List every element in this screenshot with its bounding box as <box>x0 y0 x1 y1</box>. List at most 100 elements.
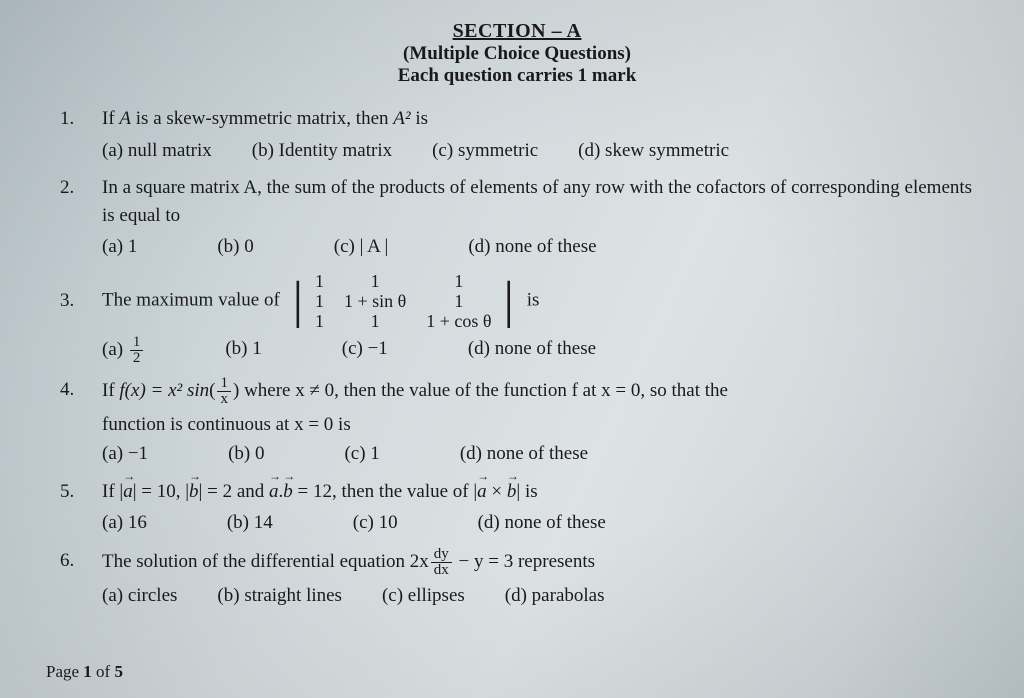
question-5: 5. If |a| = 10, |b| = 2 and a.b = 12, th… <box>60 478 974 506</box>
section-subtitle-1: (Multiple Choice Questions) <box>60 43 974 65</box>
stem-text: where x ≠ 0, then the value of the funct… <box>244 380 728 401</box>
question-stem: If A is a skew-symmetric matrix, then A²… <box>102 105 974 133</box>
question-stem: The maximum value of | 111 11 + sin θ1 1… <box>102 271 974 331</box>
question-number: 5. <box>60 478 102 506</box>
matrix-cell: 1 + sin θ <box>334 291 416 311</box>
questions-block: 1. If A is a skew-symmetric matrix, then… <box>60 105 974 609</box>
option-a: (a) null matrix <box>102 137 212 165</box>
stem-text: | = 2 and <box>199 481 269 502</box>
matrix-cell: 1 <box>416 291 501 311</box>
question-5-options: (a) 16 (b) 14 (c) 10 (d) none of these <box>102 509 974 537</box>
option-c: (c) ellipses <box>382 582 465 610</box>
matrix-cell: 1 <box>334 311 416 331</box>
section-subtitle-2: Each question carries 1 mark <box>60 65 974 87</box>
option-b: (b) Identity matrix <box>252 137 392 165</box>
matrix-cell: 1 <box>334 271 416 291</box>
option-a: (a) 1 <box>102 233 137 261</box>
option-b: (b) 14 <box>227 509 273 537</box>
question-4-stem-line2: function is continuous at x = 0 is <box>102 411 974 439</box>
question-stem: The solution of the differential equatio… <box>102 547 974 578</box>
option-d: (d) none of these <box>468 335 596 366</box>
option-c: (c) 1 <box>344 440 379 468</box>
math-symbol: A² <box>393 108 410 129</box>
vector-b: b <box>283 478 293 506</box>
question-4: 4. If f(x) = x² sin(1x) where x ≠ 0, the… <box>60 376 974 407</box>
fraction: 1x <box>217 376 231 407</box>
question-3: 3. The maximum value of | 111 11 + sin θ… <box>60 271 974 331</box>
question-2-options: (a) 1 (b) 0 (c) | A | (d) none of these <box>102 233 974 261</box>
matrix-table: 111 11 + sin θ1 111 + cos θ <box>305 271 502 331</box>
option-b: (b) 0 <box>228 440 264 468</box>
option-d: (d) skew symmetric <box>578 137 729 165</box>
option-d: (d) none of these <box>460 440 588 468</box>
stem-text: The maximum value of <box>102 289 285 310</box>
option-c: (c) 10 <box>353 509 398 537</box>
fraction-den: x <box>217 392 231 407</box>
option-d: (d) parabolas <box>505 582 605 610</box>
footer-page-total: 5 <box>114 662 123 681</box>
option-label: (a) <box>102 339 128 360</box>
option-c: (c) symmetric <box>432 137 538 165</box>
option-b: (b) 0 <box>217 233 253 261</box>
option-d: (d) none of these <box>468 233 596 261</box>
stem-text: is <box>527 289 540 310</box>
option-a: (a) 16 <box>102 509 147 537</box>
page-footer: Page 1 of 5 <box>46 662 123 682</box>
matrix-cell: 1 <box>416 271 501 291</box>
vector-a: a <box>477 478 487 506</box>
footer-page-current: 1 <box>83 662 92 681</box>
question-2: 2. In a square matrix A, the sum of the … <box>60 174 974 229</box>
option-c: (c) | A | <box>334 233 389 261</box>
option-b: (b) 1 <box>225 335 261 366</box>
stem-text: If <box>102 108 119 129</box>
question-6: 6. The solution of the differential equa… <box>60 547 974 578</box>
stem-text: is <box>411 108 428 129</box>
vector-a: a <box>269 478 279 506</box>
option-d: (d) none of these <box>478 509 606 537</box>
question-1-options: (a) null matrix (b) Identity matrix (c) … <box>102 137 974 165</box>
fraction-num: dy <box>431 547 452 563</box>
stem-text: If | <box>102 481 123 502</box>
option-a: (a) 12 <box>102 335 145 366</box>
question-6-options: (a) circles (b) straight lines (c) ellip… <box>102 582 974 610</box>
question-number: 2. <box>60 174 102 229</box>
matrix-bar-right: | <box>502 275 516 327</box>
stem-text: | = 10, | <box>133 481 189 502</box>
fraction-num: 1 <box>130 335 144 351</box>
section-title: SECTION – A <box>60 20 974 43</box>
paren-close: ) <box>233 380 239 401</box>
math-expr: f(x) = x² sin <box>119 380 209 401</box>
math-symbol: A <box>119 108 131 129</box>
exam-header: SECTION – A (Multiple Choice Questions) … <box>60 20 974 87</box>
stem-text: The solution of the differential equatio… <box>102 551 429 572</box>
question-4-options: (a) −1 (b) 0 (c) 1 (d) none of these <box>102 440 974 468</box>
stem-text: = 12, then the value of | <box>293 481 477 502</box>
paren-open: ( <box>209 380 215 401</box>
matrix-cell: 1 <box>305 291 334 311</box>
vector-b: b <box>507 478 517 506</box>
matrix-cell: 1 + cos θ <box>416 311 501 331</box>
stem-text: If <box>102 380 119 401</box>
fraction: 12 <box>130 335 144 366</box>
matrix-cell: 1 <box>305 311 334 331</box>
question-stem: If |a| = 10, |b| = 2 and a.b = 12, then … <box>102 478 974 506</box>
stem-text: is a skew-symmetric matrix, then <box>131 108 393 129</box>
footer-pre: Page <box>46 662 83 681</box>
cross-operator: × <box>487 481 507 502</box>
fraction-num: 1 <box>217 376 231 392</box>
fraction-den: 2 <box>130 351 144 366</box>
question-number: 3. <box>60 287 102 315</box>
question-stem: In a square matrix A, the sum of the pro… <box>102 174 974 229</box>
fraction-den: dx <box>431 563 452 578</box>
matrix-cell: 1 <box>305 271 334 291</box>
question-number: 6. <box>60 547 102 578</box>
stem-text: − y = 3 represents <box>454 551 595 572</box>
determinant-matrix: | 111 11 + sin θ1 111 + cos θ | <box>291 271 516 331</box>
stem-text: | is <box>516 481 537 502</box>
fraction: dydx <box>431 547 452 578</box>
question-stem: If f(x) = x² sin(1x) where x ≠ 0, then t… <box>102 376 974 407</box>
option-b: (b) straight lines <box>217 582 342 610</box>
option-c: (c) −1 <box>342 335 388 366</box>
vector-a: a <box>123 478 133 506</box>
footer-mid: of <box>92 662 115 681</box>
